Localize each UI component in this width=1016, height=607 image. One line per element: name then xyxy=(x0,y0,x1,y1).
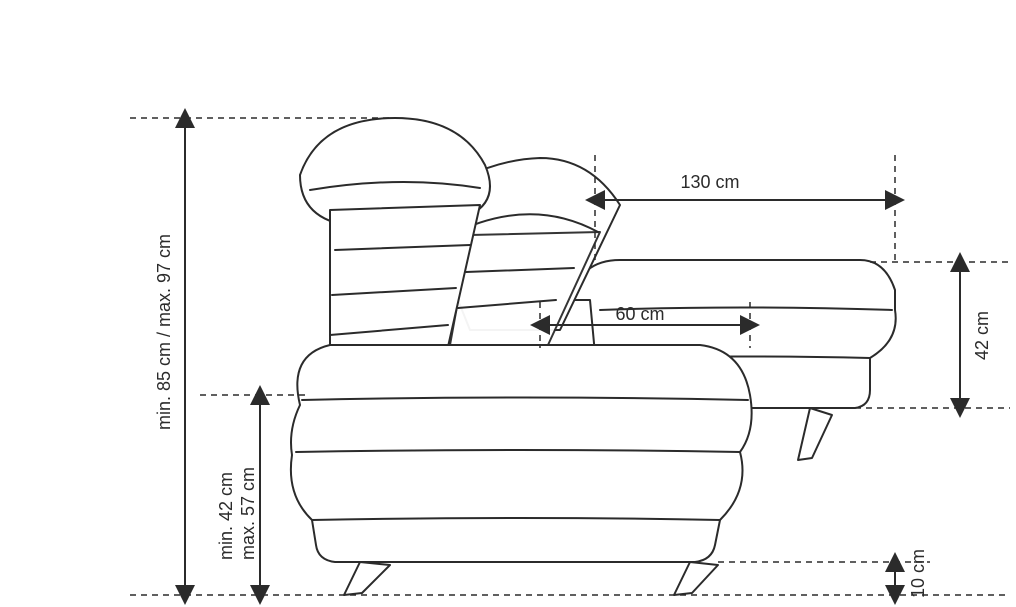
leg-height-label: 10 cm xyxy=(908,549,928,598)
chaise-height-label: 42 cm xyxy=(972,311,992,360)
sofa-dimension-diagram: min. 85 cm / max. 97 cm min. 42 cm max. … xyxy=(0,0,1016,607)
seat-height-min-label: min. 42 cm xyxy=(216,472,236,560)
chaise-depth-label: 130 cm xyxy=(680,172,739,192)
seat-depth-label: 60 cm xyxy=(615,304,664,324)
front-seat-base xyxy=(291,345,752,595)
total-height-label: min. 85 cm / max. 97 cm xyxy=(154,234,174,430)
seat-height-max-label: max. 57 cm xyxy=(238,467,258,560)
